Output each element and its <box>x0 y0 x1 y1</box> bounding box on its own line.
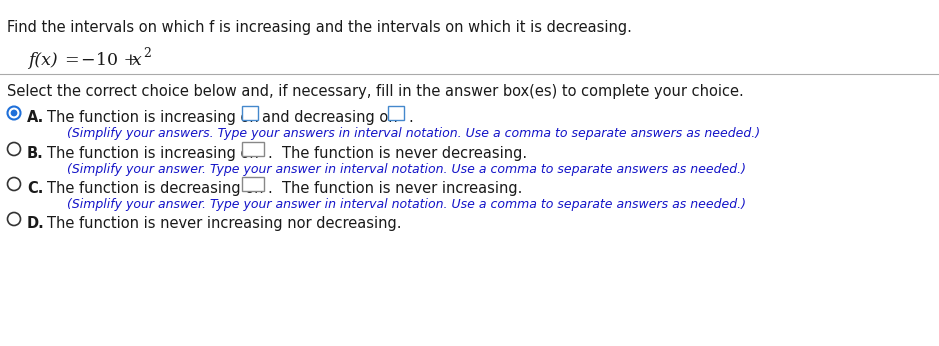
Text: D.: D. <box>27 216 45 231</box>
Text: (Simplify your answer. Type your answer in interval notation. Use a comma to sep: (Simplify your answer. Type your answer … <box>67 163 746 176</box>
Text: (Simplify your answers. Type your answers in interval notation. Use a comma to s: (Simplify your answers. Type your answer… <box>67 127 761 140</box>
Circle shape <box>8 212 21 226</box>
Text: f(x): f(x) <box>28 52 57 69</box>
FancyBboxPatch shape <box>242 142 264 156</box>
Circle shape <box>8 107 21 119</box>
Text: The function is never increasing nor decreasing.: The function is never increasing nor dec… <box>47 216 402 231</box>
Text: −: − <box>80 52 95 69</box>
Circle shape <box>8 177 21 191</box>
Text: Find the intervals on which f is increasing and the intervals on which it is dec: Find the intervals on which f is increas… <box>7 20 632 35</box>
FancyBboxPatch shape <box>388 106 404 120</box>
Text: The function is increasing on: The function is increasing on <box>47 146 259 161</box>
Text: A.: A. <box>27 110 44 125</box>
Text: C.: C. <box>27 181 43 196</box>
FancyBboxPatch shape <box>242 177 264 191</box>
Text: B.: B. <box>27 146 44 161</box>
FancyBboxPatch shape <box>242 106 258 120</box>
Text: The function is increasing on: The function is increasing on <box>47 110 259 125</box>
Text: .  The function is never decreasing.: . The function is never decreasing. <box>268 146 527 161</box>
Circle shape <box>8 143 21 155</box>
Text: 2: 2 <box>143 47 151 60</box>
Text: 10 +: 10 + <box>96 52 138 69</box>
Text: The function is decreasing on: The function is decreasing on <box>47 181 264 196</box>
Text: .: . <box>408 110 413 125</box>
Text: x: x <box>132 52 142 69</box>
Text: =: = <box>64 52 79 69</box>
Text: and decreasing on: and decreasing on <box>262 110 397 125</box>
Circle shape <box>10 110 18 116</box>
Text: (Simplify your answer. Type your answer in interval notation. Use a comma to sep: (Simplify your answer. Type your answer … <box>67 198 746 211</box>
Text: Select the correct choice below and, if necessary, fill in the answer box(es) to: Select the correct choice below and, if … <box>7 84 744 99</box>
Text: .  The function is never increasing.: . The function is never increasing. <box>268 181 522 196</box>
